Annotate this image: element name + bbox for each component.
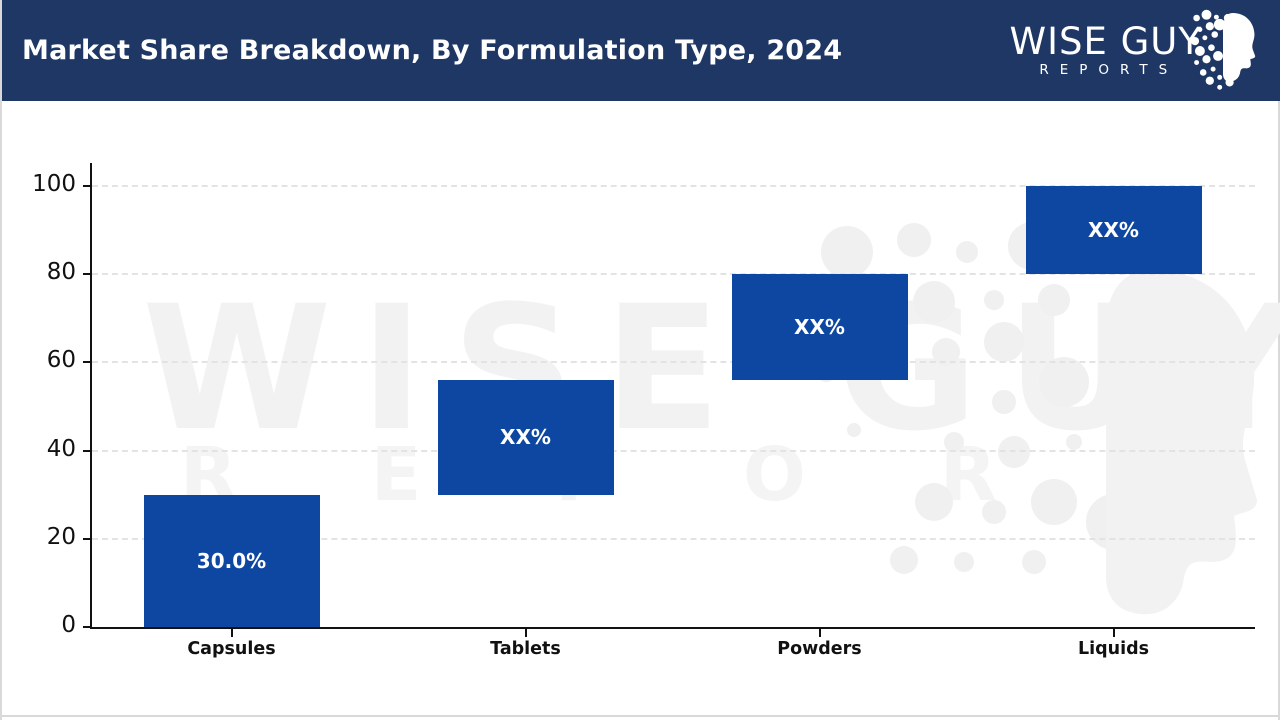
y-tick-label-100: 100 bbox=[32, 171, 76, 197]
x-tick-liquids bbox=[1112, 629, 1115, 637]
x-tick-capsules bbox=[230, 629, 233, 637]
y-tick-label-40: 40 bbox=[46, 435, 76, 462]
y-tick-label-20: 20 bbox=[46, 523, 76, 550]
y-axis bbox=[90, 163, 92, 629]
x-tick-label-tablets: Tablets bbox=[490, 639, 561, 659]
x-tick-tablets bbox=[524, 629, 527, 637]
bar-value-label-tablets: XX% bbox=[500, 425, 551, 450]
gridline-40 bbox=[92, 449, 1255, 452]
logo-wise-guy-label: WISE GUY bbox=[1009, 20, 1202, 64]
bar-value-label-capsules: 30.0% bbox=[196, 548, 267, 573]
gridline-100 bbox=[92, 185, 1255, 187]
watermark-text-line1: WISE GUY bbox=[142, 268, 1280, 469]
y-tick-label-60: 60 bbox=[46, 347, 76, 374]
x-axis bbox=[90, 627, 1255, 629]
bar-liquids: XX% bbox=[1025, 186, 1202, 275]
bottom-border bbox=[2, 715, 1278, 717]
logo-reports-label: REPORTS bbox=[1039, 62, 1179, 79]
y-tick-100 bbox=[83, 185, 92, 187]
x-tick-label-powders: Powders bbox=[777, 639, 862, 659]
gridline-80 bbox=[92, 273, 1255, 276]
header: Market Share Breakdown, By Formulation T… bbox=[2, 0, 1280, 101]
gridline-60 bbox=[92, 361, 1255, 364]
logo-head-icon bbox=[1190, 9, 1256, 90]
x-tick-label-liquids: Liquids bbox=[1077, 639, 1150, 659]
bar-powders: XX% bbox=[731, 274, 908, 381]
chart-title: Market Share Breakdown, By Formulation T… bbox=[22, 35, 843, 66]
bar-value-label-powders: XX% bbox=[794, 315, 845, 340]
x-tick-label-capsules: Capsules bbox=[187, 639, 276, 659]
y-tick-80 bbox=[83, 273, 92, 276]
bar-value-label-liquids: XX% bbox=[1088, 218, 1139, 243]
y-tick-label-80: 80 bbox=[46, 259, 76, 286]
bar-capsules: 30.0% bbox=[143, 494, 320, 627]
y-tick-40 bbox=[83, 449, 92, 452]
logo-text: WISE GUY REPORTS bbox=[1010, 23, 1202, 78]
gridline-20 bbox=[92, 537, 1255, 540]
bar-tablets: XX% bbox=[437, 380, 614, 495]
x-tick-powders bbox=[818, 629, 821, 637]
y-tick-60 bbox=[83, 361, 92, 364]
y-tick-0 bbox=[83, 626, 92, 628]
y-tick-20 bbox=[83, 537, 92, 540]
wise-guy-reports-logo: WISE GUY REPORTS bbox=[1010, 9, 1256, 93]
y-tick-label-0: 0 bbox=[61, 612, 76, 638]
